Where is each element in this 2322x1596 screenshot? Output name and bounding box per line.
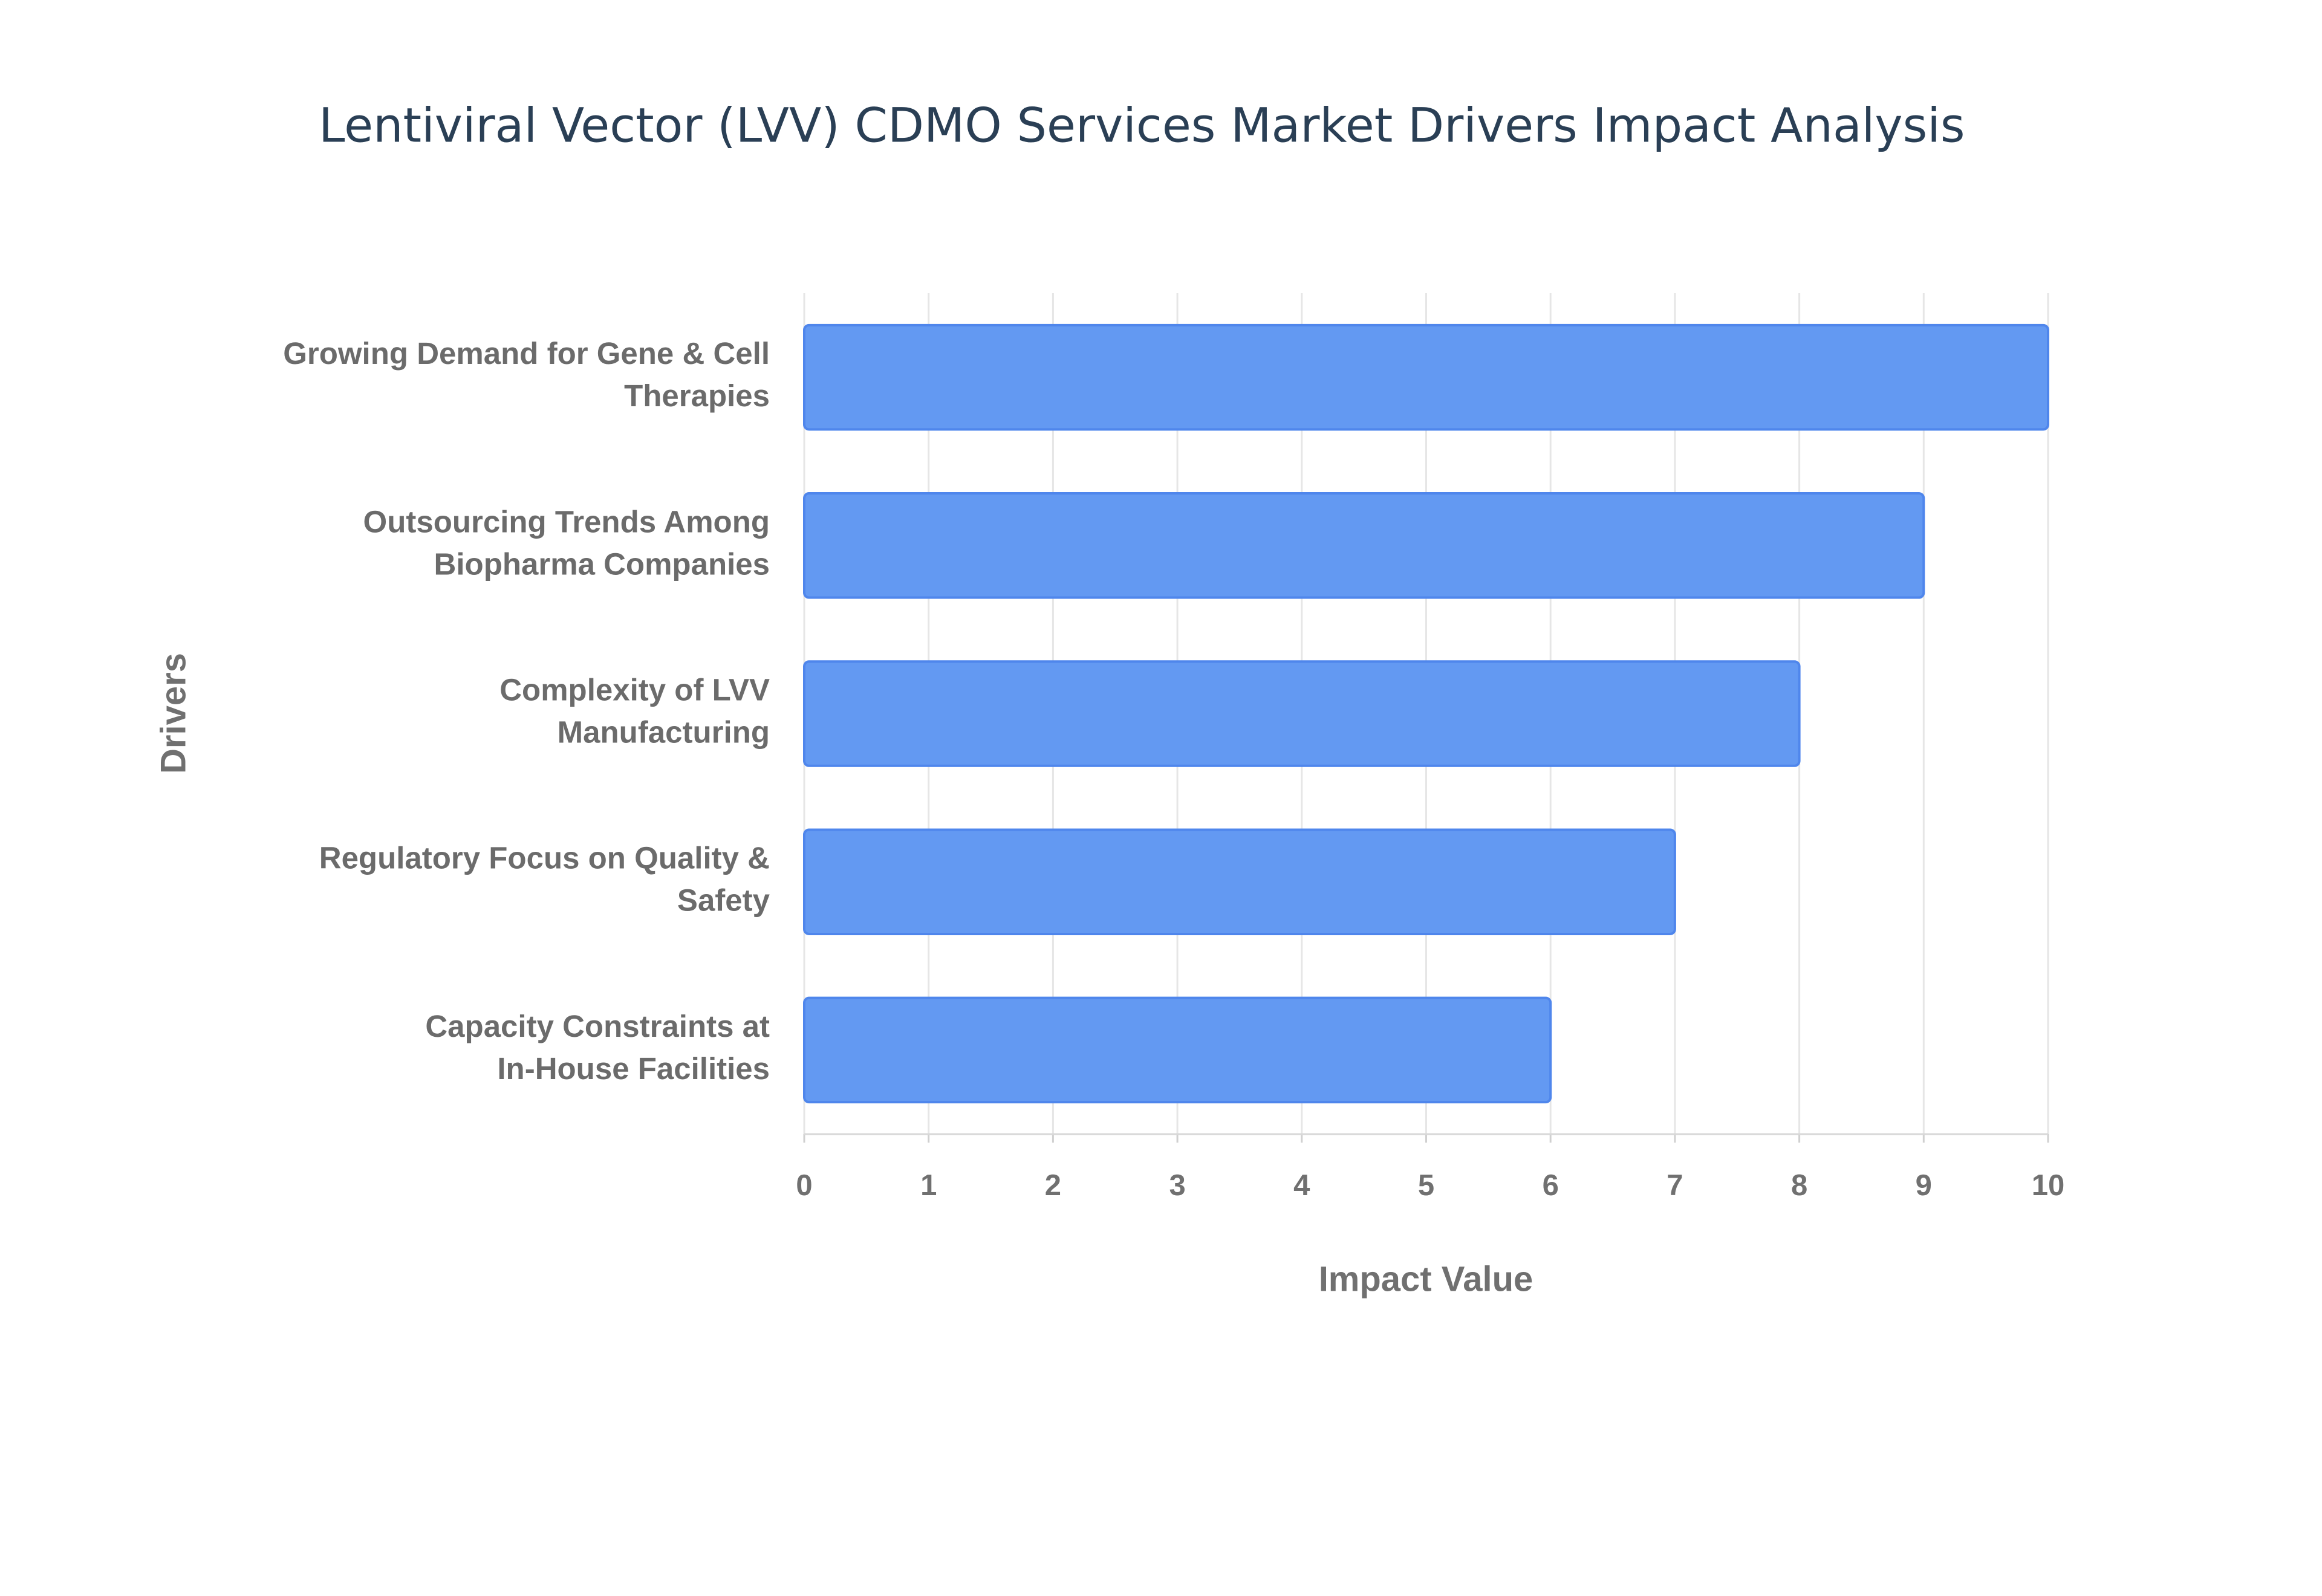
x-tick-label: 4 (1293, 1169, 1310, 1202)
y-axis-title: Drivers (154, 653, 193, 774)
label-line: Regulatory Focus on Quality & (319, 841, 770, 875)
x-tick-label: 9 (1916, 1169, 1932, 1202)
bar (803, 492, 1925, 599)
bar (803, 996, 1552, 1104)
label-line: Capacity Constraints at (425, 1009, 770, 1043)
label-line: Safety (677, 883, 770, 918)
x-tick-label: 8 (1791, 1169, 1807, 1202)
bar (803, 828, 1676, 935)
label-line: Outsourcing Trends Among (363, 505, 770, 539)
x-tick-label: 2 (1045, 1169, 1061, 1202)
chart-title: Lentiviral Vector (LVV) CDMO Services Ma… (319, 99, 1965, 153)
x-tick-label: 5 (1418, 1169, 1434, 1202)
label-line: Growing Demand for Gene & Cell (283, 337, 770, 371)
bar (803, 323, 2049, 431)
x-tick-label: 3 (1169, 1169, 1185, 1202)
label-line: In-House Facilities (497, 1051, 770, 1086)
x-tick-label: 1 (920, 1169, 937, 1202)
x-tick-label: 6 (1543, 1169, 1559, 1202)
y-tick-label: Growing Demand for Gene & Cell Therapies (283, 337, 770, 414)
label-line: Manufacturing (558, 715, 770, 750)
x-tick-label: 7 (1667, 1169, 1683, 1202)
x-axis-title: Impact Value (1319, 1259, 1533, 1299)
y-tick-label: Regulatory Focus on Quality & Safety (319, 841, 770, 918)
y-tick-label: Complexity of LVV Manufacturing (499, 673, 770, 750)
x-tick-label: 10 (2032, 1169, 2065, 1202)
label-line: Complexity of LVV (499, 673, 770, 707)
x-tick-label: 0 (796, 1169, 812, 1202)
label-line: Biopharma Companies (434, 547, 770, 582)
y-tick-label: Outsourcing Trends Among Biopharma Compan… (363, 505, 770, 582)
label-line: Therapies (624, 379, 770, 414)
bar (803, 660, 1801, 767)
y-tick-label: Capacity Constraints at In-House Faciliti… (425, 1009, 770, 1086)
